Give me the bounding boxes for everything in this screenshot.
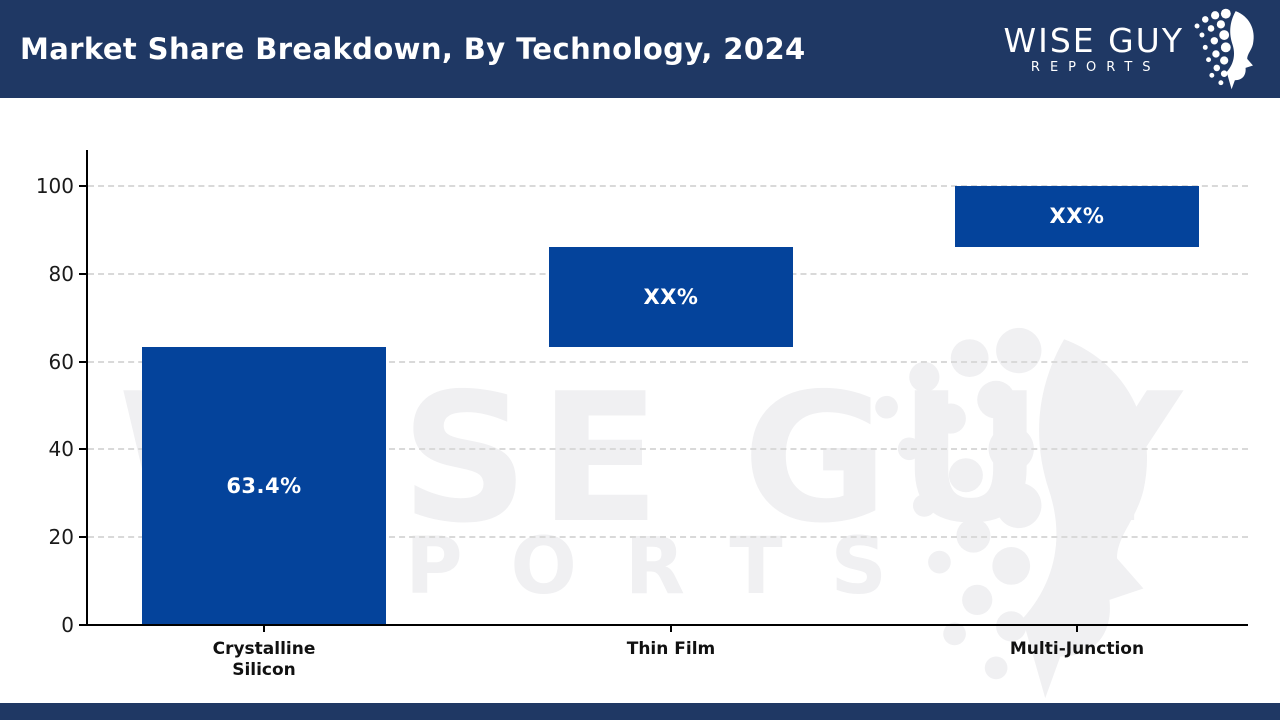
watermark-head-icon <box>875 327 1148 699</box>
bar-value-label: 63.4% <box>226 473 302 498</box>
y-tick-label-60: 60 <box>48 349 74 374</box>
gridline-60 <box>88 360 1248 363</box>
brand-subname: REPORTS <box>1030 60 1161 75</box>
y-tick-label-80: 80 <box>48 261 74 286</box>
gridline-20 <box>88 536 1248 539</box>
y-tick-label-0: 0 <box>61 613 74 637</box>
y-tick-20 <box>79 536 86 539</box>
x-tick-1 <box>670 625 672 632</box>
y-tick-label-20: 20 <box>48 525 74 550</box>
x-category-label-0: Crystalline Silicon <box>212 639 316 680</box>
gridline-100 <box>88 185 1248 187</box>
gridline-40 <box>88 448 1248 451</box>
bar-thin-film: XX% <box>549 247 793 347</box>
y-tick-60 <box>79 360 86 363</box>
brand-logo-text: WISE GUY REPORTS <box>1003 24 1184 74</box>
x-axis-line <box>86 624 1248 626</box>
y-tick-80 <box>79 272 86 275</box>
header-bar: Market Share Breakdown, By Technology, 2… <box>0 0 1280 98</box>
x-tick-2 <box>1076 625 1078 632</box>
bar-multi-junction: XX% <box>955 186 1199 247</box>
page-title: Market Share Breakdown, By Technology, 2… <box>20 32 806 66</box>
brand-name: WISE GUY <box>1003 21 1184 60</box>
head-profile-icon <box>1194 8 1254 90</box>
y-axis-line <box>86 150 88 626</box>
x-category-label-1: Thin Film <box>626 639 716 659</box>
y-tick-40 <box>79 448 86 451</box>
bar-value-label: XX% <box>643 284 699 309</box>
y-tick-label-40: 40 <box>48 437 74 462</box>
bar-value-label: XX% <box>1049 204 1105 229</box>
y-tick-0 <box>79 624 86 626</box>
y-tick-100 <box>79 185 86 187</box>
bar-crystalline-silicon: 63.4% <box>142 346 386 625</box>
x-tick-0 <box>263 625 265 632</box>
x-category-label-2: Multi-Junction <box>1009 639 1145 659</box>
y-tick-label-100: 100 <box>35 174 74 198</box>
brand-logo: WISE GUY REPORTS <box>1003 7 1262 91</box>
footer-bar <box>0 703 1280 720</box>
